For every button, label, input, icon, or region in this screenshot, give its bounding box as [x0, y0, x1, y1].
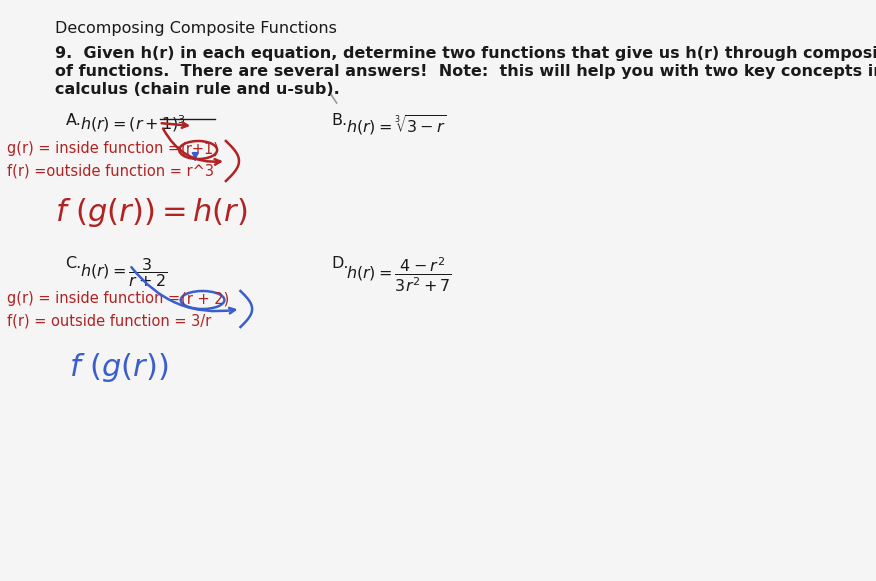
Text: g(r) = inside function =: g(r) = inside function = [7, 141, 180, 156]
Text: f(r) = outside function = 3/r: f(r) = outside function = 3/r [7, 313, 211, 328]
Text: $h(r) = \dfrac{3}{r+2}$: $h(r) = \dfrac{3}{r+2}$ [80, 256, 167, 289]
Text: D.: D. [331, 256, 349, 271]
Text: f(r) =outside function = r^3: f(r) =outside function = r^3 [7, 163, 215, 178]
Text: g(r) = inside function =: g(r) = inside function = [7, 291, 180, 306]
Text: C.: C. [66, 256, 81, 271]
Text: $h(r) = \dfrac{4-r^2}{3r^2+7}$: $h(r) = \dfrac{4-r^2}{3r^2+7}$ [346, 256, 452, 295]
Text: of functions.  There are several answers!  Note:  this will help you with two ke: of functions. There are several answers!… [54, 64, 876, 79]
Text: (r + 2): (r + 2) [180, 291, 229, 306]
Text: calculus (chain rule and u-sub).: calculus (chain rule and u-sub). [54, 82, 339, 97]
Text: B.: B. [331, 113, 348, 128]
Text: Decomposing Composite Functions: Decomposing Composite Functions [54, 21, 336, 36]
Text: $h(r) = \sqrt[3]{3 - r}$: $h(r) = \sqrt[3]{3 - r}$ [346, 113, 447, 137]
Text: $h(r) = (r + 1)^3$: $h(r) = (r + 1)^3$ [80, 113, 187, 134]
Text: $f\ (g(r)) = h(r)$: $f\ (g(r)) = h(r)$ [54, 196, 247, 229]
Text: A.: A. [66, 113, 81, 128]
Text: (r+1): (r+1) [180, 141, 220, 156]
Text: $f\ (g(r))$: $f\ (g(r))$ [69, 351, 169, 384]
Text: 9.  Given h(r) in each equation, determine two functions that give us h(r) throu: 9. Given h(r) in each equation, determin… [54, 46, 876, 61]
